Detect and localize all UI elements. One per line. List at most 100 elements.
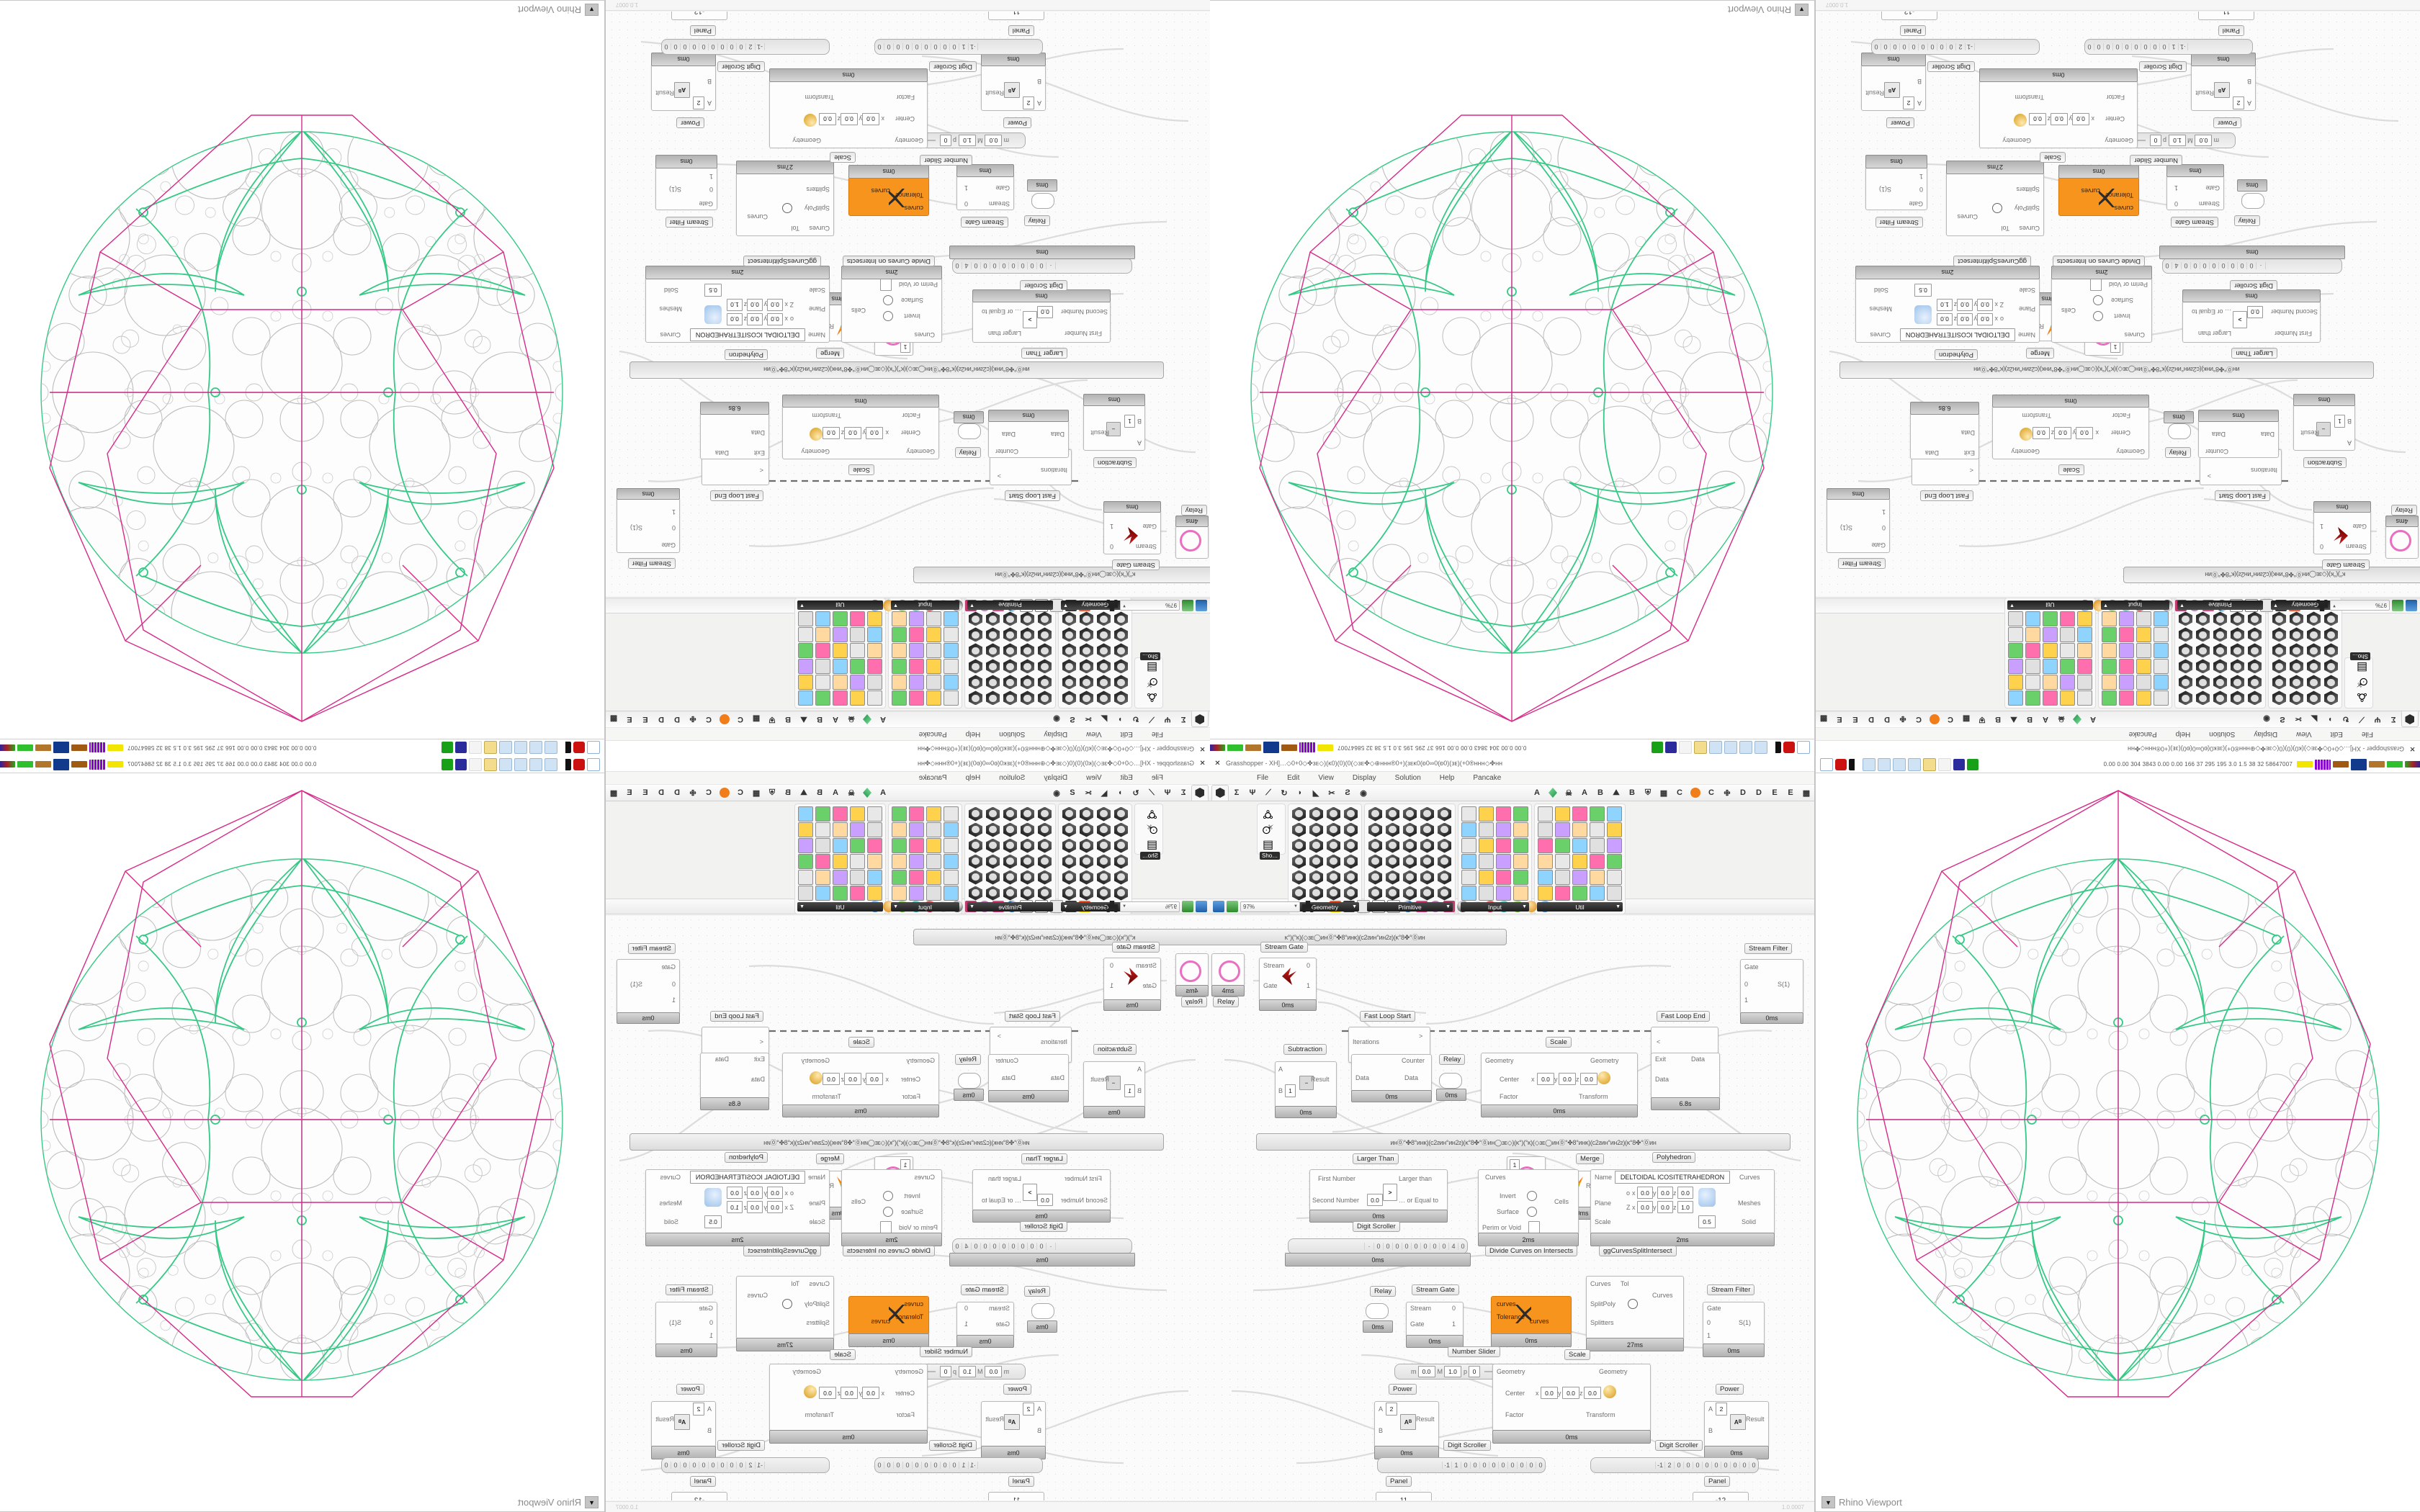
component-icon[interactable] — [1036, 822, 1053, 837]
digit-value-0[interactable]: 0 — [1458, 1243, 1467, 1250]
node-label-panel[interactable]: Panel — [2218, 25, 2244, 36]
tab-intersect[interactable]: ✂ — [1085, 714, 1092, 724]
component-icon[interactable] — [2246, 643, 2263, 658]
tab-leaf-icon[interactable] — [2069, 712, 2085, 726]
field-plane-oy[interactable]: 0.0 — [747, 1187, 763, 1199]
tab-B2[interactable]: B — [785, 715, 791, 724]
component-icon[interactable] — [849, 806, 866, 822]
component-icon[interactable] — [943, 659, 959, 674]
component-icon[interactable] — [967, 643, 984, 658]
component-icon[interactable] — [2101, 690, 2118, 706]
component-icon[interactable] — [891, 690, 908, 706]
chevron-down-icon[interactable]: ▼ — [969, 603, 974, 608]
component-icon[interactable] — [1291, 838, 1307, 853]
tab-grid-icon[interactable]: ▦ — [752, 788, 761, 798]
chip-green[interactable] — [2387, 761, 2403, 768]
component-icon[interactable] — [1308, 822, 1325, 837]
digit-scroller-top[interactable]: · 0 0 0 0 0 0 0 0 4 0 — [952, 1238, 1132, 1254]
component-icon[interactable] — [1291, 870, 1307, 885]
component-icon[interactable] — [926, 690, 942, 706]
component-icon[interactable] — [1095, 838, 1112, 853]
group-title-geometry[interactable]: Geometry ▼ — [1291, 902, 1359, 912]
component-icon[interactable] — [2118, 611, 2135, 626]
component-icon[interactable] — [2305, 611, 2322, 626]
component-icon[interactable] — [1036, 838, 1053, 853]
menu-help[interactable]: Help — [965, 774, 981, 782]
component-icon[interactable] — [926, 643, 942, 658]
component-icon[interactable] — [1461, 838, 1477, 853]
field-plane-zy[interactable]: 0.0 — [747, 299, 763, 311]
field-plane-zx[interactable]: 0.0 — [1977, 299, 1993, 311]
component-icon[interactable] — [1495, 870, 1512, 885]
component-icon[interactable] — [1572, 822, 1588, 837]
node-label-power[interactable]: Power — [1003, 1384, 1031, 1395]
component-icon[interactable] — [2195, 659, 2211, 674]
component-icon[interactable] — [1002, 659, 1018, 674]
component-icon[interactable] — [2076, 690, 2093, 706]
component-icon[interactable] — [926, 870, 942, 885]
node-label-scale[interactable]: Scale — [2058, 464, 2084, 475]
tab-A1[interactable]: A — [880, 715, 886, 724]
tab-grid-icon[interactable]: ▦ — [1659, 788, 1668, 798]
component-icon[interactable] — [908, 838, 925, 853]
tab-orange-dot-icon[interactable] — [717, 712, 732, 726]
node-label-stream-gate[interactable]: Stream Gate — [961, 217, 1008, 228]
field-second-number[interactable]: 0.0 — [1037, 1194, 1053, 1206]
menu-edit[interactable]: Edit — [2330, 730, 2343, 738]
node-label-panel[interactable]: Panel — [1899, 25, 1926, 36]
component-icon[interactable] — [1512, 822, 1529, 837]
menu-display[interactable]: Display — [2254, 730, 2278, 738]
component-icon[interactable] — [2229, 690, 2246, 706]
tab-C1[interactable]: C — [738, 788, 743, 797]
relay-handle[interactable] — [1366, 1303, 1389, 1319]
relay-handle[interactable] — [2241, 193, 2264, 209]
component-icon[interactable] — [908, 659, 925, 674]
component-icon[interactable] — [1512, 838, 1529, 853]
component-icon[interactable] — [2305, 675, 2322, 690]
component-icon[interactable] — [985, 870, 1001, 885]
node-label-stream-gate[interactable]: Stream Gate — [961, 1284, 1008, 1295]
panel-value-right[interactable]: -12 — [671, 1492, 727, 1500]
stop-icon[interactable] — [1835, 758, 1847, 770]
component-icon[interactable] — [943, 627, 959, 642]
component-icon[interactable] — [2153, 611, 2169, 626]
component-icon[interactable] — [1078, 643, 1095, 658]
rhino-3d-canvas[interactable] — [0, 29, 604, 756]
component-icon[interactable] — [1384, 822, 1401, 837]
blank-icon[interactable] — [1938, 757, 1951, 771]
node-label-divide-curves[interactable]: Divide Curves on Intersects — [842, 1246, 935, 1256]
component-icon[interactable] — [2271, 643, 2287, 658]
tab-A1[interactable]: A — [1534, 788, 1540, 797]
component-icon[interactable] — [2271, 627, 2287, 642]
component-icon[interactable] — [908, 870, 925, 885]
component-icon[interactable] — [1113, 627, 1129, 642]
component-icon[interactable] — [891, 806, 908, 822]
node-label-relay[interactable]: Relay — [954, 447, 981, 458]
grasshopper-canvas[interactable]: ᴋ°)(°ᴋ)(◇ᴈᴇ◯ин⓪°✤8°инᴋ)(ᴄ2ᴤин°ин2ᴤ)(ᴋ°8✤… — [1210, 916, 1814, 1500]
tab-E1[interactable]: E — [1772, 788, 1778, 797]
field-plane-zz[interactable]: 1.0 — [1677, 1201, 1693, 1213]
component-icon[interactable] — [1036, 886, 1053, 901]
field-plane-oy[interactable]: 0.0 — [1657, 1187, 1673, 1199]
tab-bird-icon[interactable]: 🜋 — [1724, 789, 1731, 798]
menu-file[interactable]: File — [2361, 730, 2373, 738]
node-label-relay[interactable]: Relay — [2233, 215, 2260, 226]
grasshopper-canvas[interactable]: ᴋ°)(°ᴋ)(◇ᴈᴇ◯ин⓪°✤8°инᴋ)(ᴄ2ᴤин°ин2ᴤ)(ᴋ°8✤… — [1816, 12, 2420, 596]
field-plane-ox[interactable]: 0.0 — [1977, 313, 1993, 325]
menu-file[interactable]: File — [1151, 730, 1163, 738]
canvas-search-bar-top[interactable]: ᴋ°)(°ᴋ)(◇ᴈᴇ◯ин⓪°✤8°инᴋ)(ᴄ2ᴤин°ин2ᴤ)(ᴋ°8✤… — [1210, 929, 1507, 945]
component-icon[interactable] — [1113, 886, 1129, 901]
cluster-icon[interactable]: 🜛 — [1263, 809, 1273, 822]
component-icon[interactable] — [1325, 822, 1342, 837]
component-icon[interactable] — [2195, 690, 2211, 706]
node-label-number-slider[interactable]: Number Slider — [2130, 155, 2182, 166]
node-label-curves-split[interactable]: ggCurvesSplitIntersect — [743, 1246, 821, 1256]
component-icon[interactable] — [1537, 806, 1554, 822]
tab-A1[interactable]: A — [2090, 715, 2096, 724]
component-icon[interactable] — [797, 643, 814, 658]
tab-vector[interactable]: ⟋ — [2359, 715, 2365, 724]
component-icon[interactable] — [1367, 806, 1384, 822]
component-icon[interactable] — [2059, 627, 2076, 642]
chevron-down-icon[interactable]: ▼ — [1795, 4, 1809, 16]
component-icon[interactable] — [2305, 627, 2322, 642]
